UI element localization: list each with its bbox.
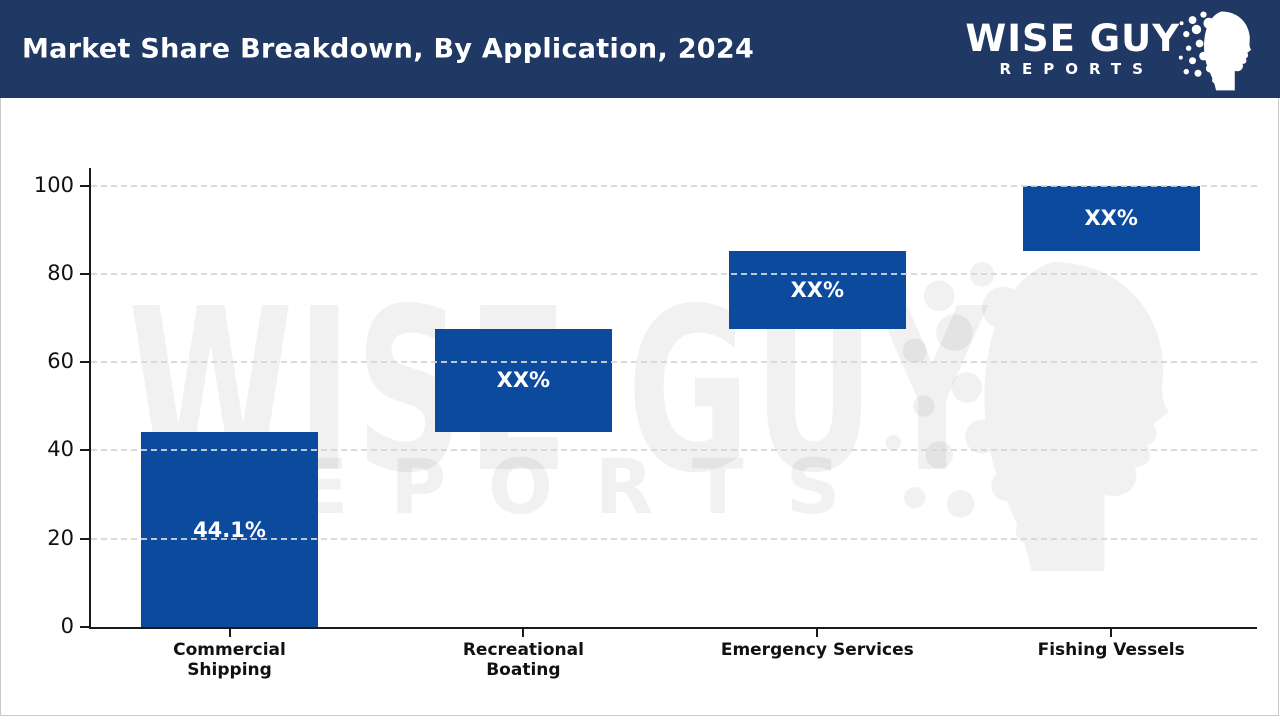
bar-commercial-shipping: 44.1%: [141, 432, 318, 627]
y-tick-mark-100: [80, 184, 89, 187]
y-tick-label-20: 20: [47, 525, 74, 550]
gridline-60: [91, 361, 1257, 364]
bar-value-label: XX%: [1084, 206, 1138, 231]
x-axis-line: [89, 627, 1257, 629]
bar-recreational-boating: XX%: [434, 328, 612, 433]
bar-fishing-vessels: XX%: [1022, 185, 1200, 251]
bar-emergency-services: XX%: [728, 250, 906, 329]
x-category-label-4: Fishing Vessels: [1037, 640, 1185, 660]
gridline-20: [91, 537, 1257, 540]
x-tick-mark-4: [1110, 629, 1113, 637]
y-tick-mark-40: [80, 449, 89, 452]
x-category-label-3: Emergency Services: [720, 640, 914, 660]
page-title: Market Share Breakdown, By Application, …: [22, 33, 755, 65]
gridline-40: [91, 449, 1257, 452]
x-category-label-1: Commercial Shipping: [173, 640, 286, 680]
y-tick-mark-0: [80, 626, 89, 628]
logo-wordmark: WISE GUY REPORTS: [965, 17, 1180, 79]
logo-wordmark-line2: REPORTS: [999, 60, 1154, 78]
x-tick-mark-1: [228, 629, 231, 637]
logo: WISE GUY REPORTS: [965, 6, 1270, 92]
bar-value-label: XX%: [790, 277, 845, 302]
x-category-label-2: Recreational Boating: [462, 640, 584, 680]
x-tick-mark-3: [816, 629, 819, 637]
gridline-100: [91, 184, 1257, 187]
y-tick-mark-60: [80, 361, 89, 364]
y-tick-mark-80: [80, 272, 89, 275]
y-tick-label-100: 100: [33, 172, 74, 197]
watermark-head-icon: [885, 262, 1169, 572]
header-band: Market Share Breakdown, By Application, …: [0, 0, 1280, 98]
y-tick-label-40: 40: [47, 437, 74, 462]
y-tick-label-60: 60: [47, 349, 74, 374]
y-axis-line: [89, 168, 91, 629]
logo-wordmark-line1: WISE GUY: [965, 17, 1180, 60]
gridline-80: [91, 272, 1257, 275]
y-tick-label-80: 80: [47, 260, 74, 285]
logo-head-icon: [1178, 11, 1252, 91]
x-tick-mark-2: [522, 629, 525, 637]
y-tick-mark-20: [80, 537, 89, 540]
bar-value-label: 44.1%: [193, 517, 266, 542]
bar-value-label: XX%: [496, 368, 551, 393]
y-tick-label-0: 0: [60, 614, 74, 638]
